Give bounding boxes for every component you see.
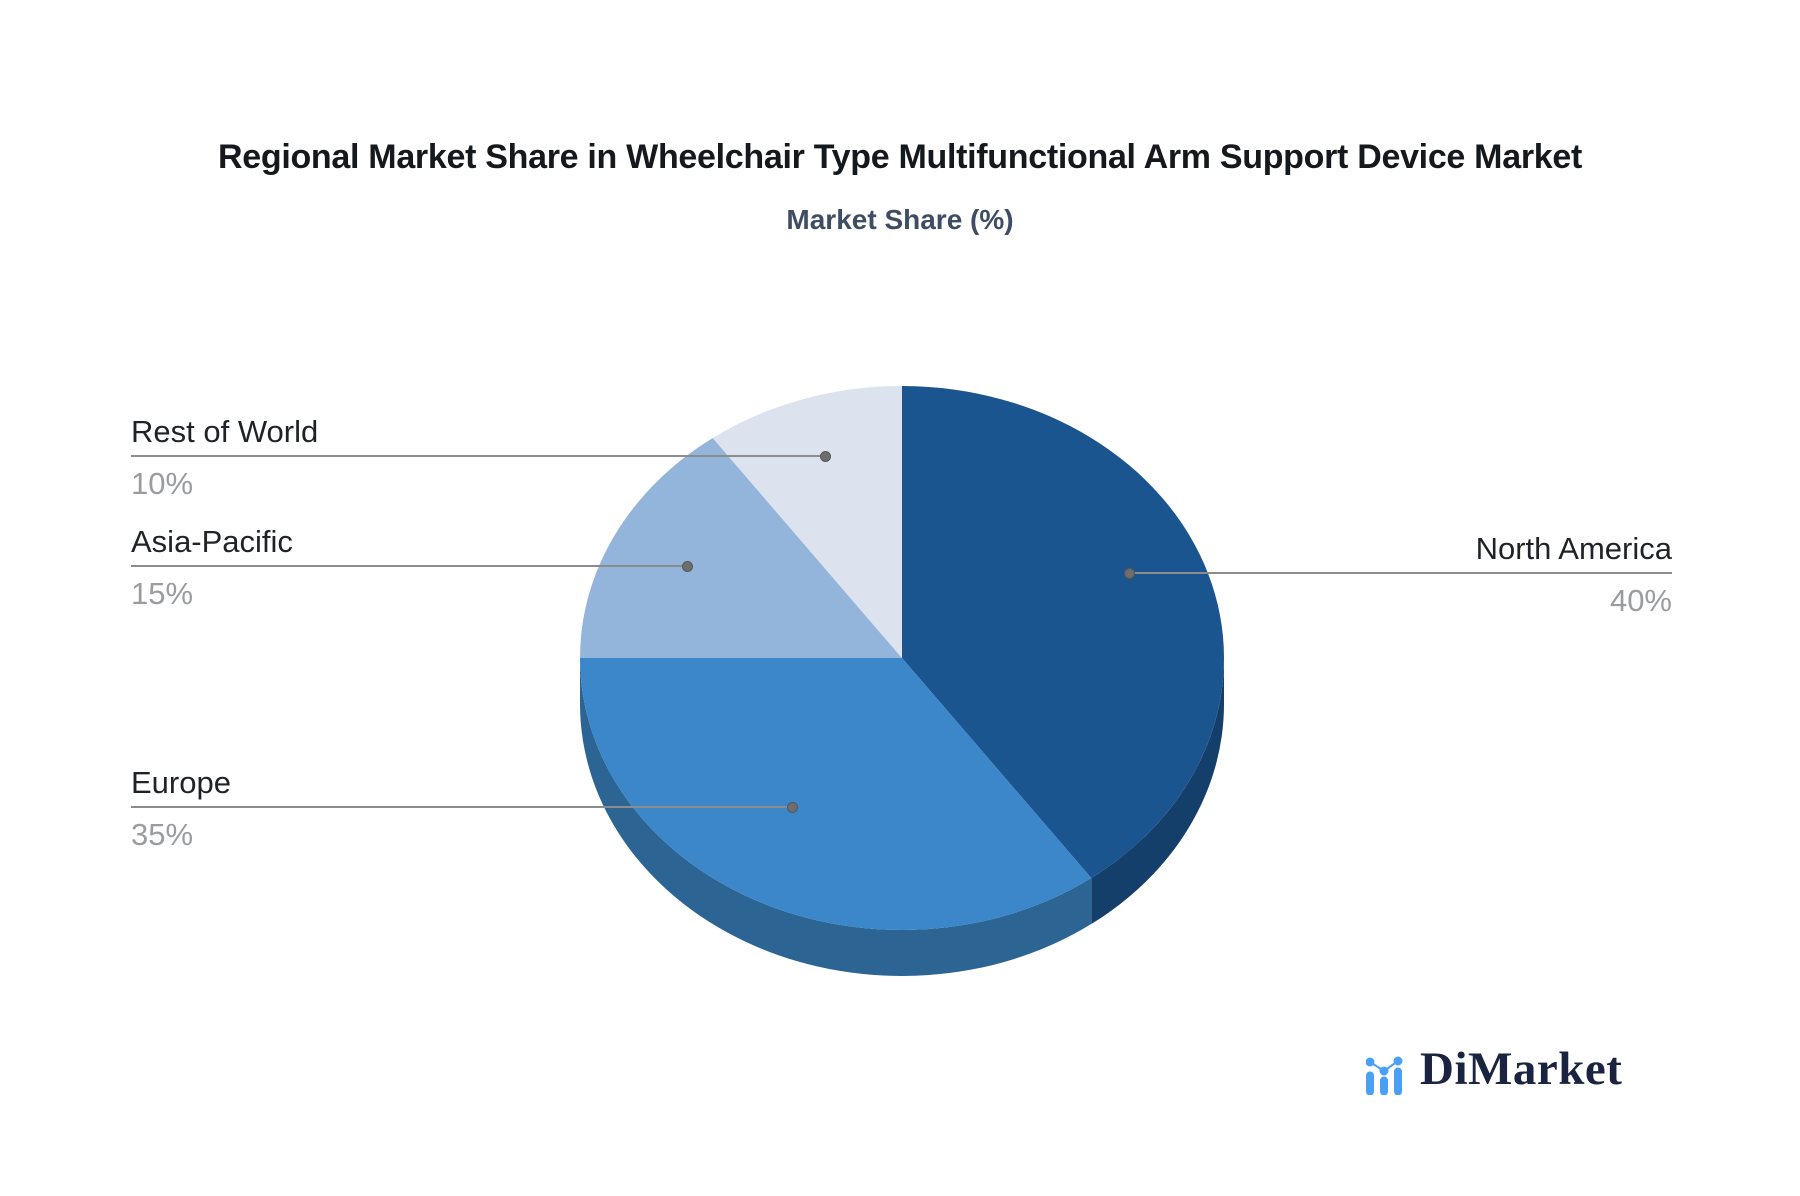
leader-line (131, 802, 798, 813)
callout-label: North America (1475, 531, 1672, 566)
callout-percent: 40% (1609, 583, 1672, 618)
callout-percent: 35% (131, 817, 194, 852)
callout-rest-of-world: Rest of World 10% (131, 413, 831, 503)
leader-dot (682, 561, 693, 572)
callout-asia-pacific: Asia-Pacific 15% (131, 523, 693, 613)
dimarket-logo: DiMarket (1366, 1043, 1622, 1095)
chart-subtitle: Market Share (%) (786, 204, 1014, 235)
pie-slice-side-north-america (1091, 658, 1224, 925)
leader-line (1124, 568, 1672, 579)
dimarket-logo-text: DiMarket (1420, 1043, 1623, 1095)
leader-dot (820, 451, 831, 462)
callout-europe: Europe 35% (131, 764, 798, 854)
leader-dot (1124, 568, 1135, 579)
callout-label: Europe (131, 765, 231, 800)
page-title: Regional Market Share in Wheelchair Type… (217, 138, 1582, 176)
bar-chart-sparkline-icon (1366, 1056, 1403, 1095)
callout-percent: 15% (131, 576, 194, 611)
pie-slice-europe[interactable] (580, 658, 1092, 930)
pie-slice-rest-of-world[interactable] (712, 386, 902, 658)
pie-slice-north-america[interactable] (902, 386, 1224, 879)
leader-line (131, 451, 831, 462)
pie-slice-side-europe (580, 658, 1092, 976)
leader-line (131, 561, 693, 572)
pie-slice-asia-pacific[interactable] (580, 437, 902, 658)
callout-label: Asia-Pacific (131, 524, 293, 559)
callout-north-america: North America 40% (1124, 530, 1672, 620)
callout-percent: 10% (131, 466, 194, 501)
leader-dot (787, 802, 798, 813)
callout-label: Rest of World (131, 414, 319, 449)
